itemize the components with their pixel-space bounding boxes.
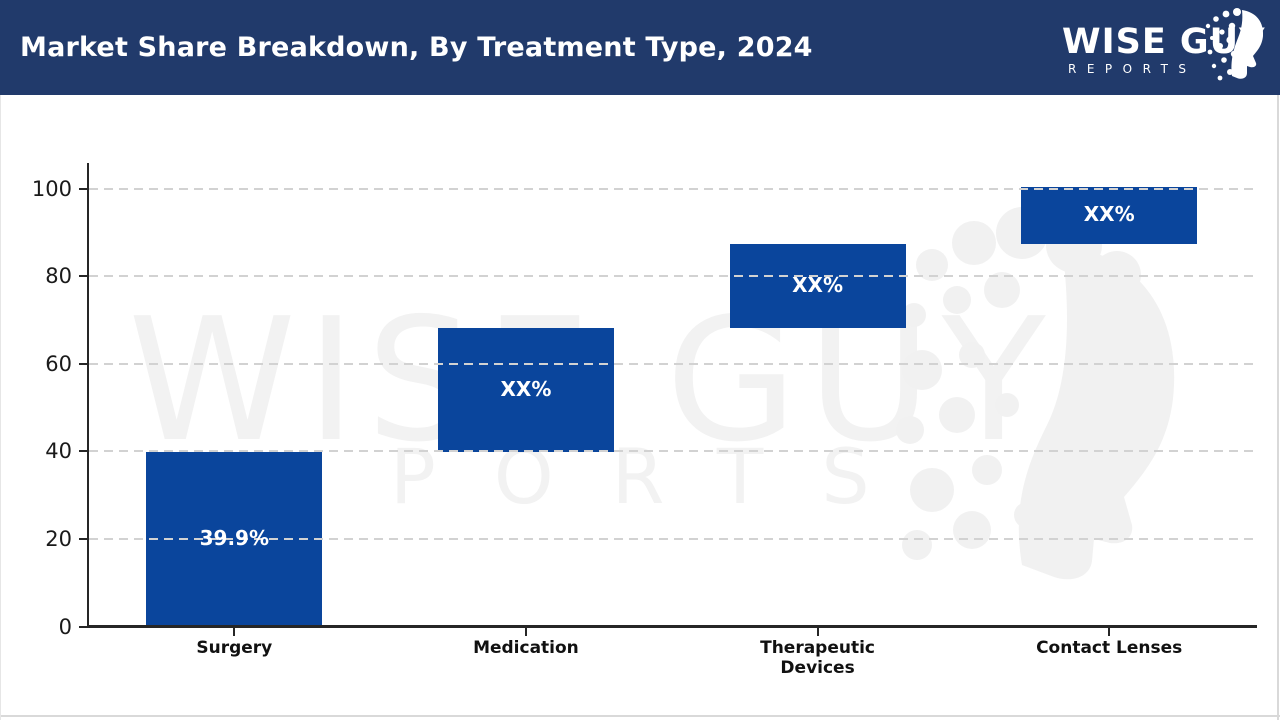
y-tick-mark bbox=[79, 362, 87, 365]
grid-line-100 bbox=[89, 187, 1255, 190]
y-tick-label: 80 bbox=[45, 264, 72, 289]
page-title: Market Share Breakdown, By Treatment Typ… bbox=[20, 32, 813, 63]
page-border-bottom bbox=[0, 715, 1280, 717]
y-tick-mark bbox=[79, 450, 87, 453]
bar-value-label: XX% bbox=[1083, 202, 1135, 227]
bar-2 bbox=[437, 327, 614, 452]
bar-value-label: XX% bbox=[792, 272, 843, 297]
y-tick-mark bbox=[79, 187, 87, 190]
x-tick-mark bbox=[233, 628, 236, 636]
y-tick-mark bbox=[79, 275, 87, 278]
x-category-label: Therapeutic Devices bbox=[760, 638, 876, 679]
x-axis-line bbox=[87, 625, 1257, 628]
header-bar: Market Share Breakdown, By Treatment Typ… bbox=[0, 0, 1280, 95]
x-category-label: Surgery bbox=[196, 638, 273, 658]
y-tick-label: 0 bbox=[58, 614, 72, 639]
y-tick-label: 100 bbox=[31, 176, 72, 201]
x-tick-mark bbox=[524, 628, 527, 636]
y-tick-label: 40 bbox=[45, 439, 72, 464]
y-axis-line bbox=[87, 163, 89, 627]
bar-4 bbox=[1021, 186, 1198, 244]
grid-line-40 bbox=[89, 450, 1255, 453]
y-tick-mark bbox=[79, 625, 87, 628]
y-tick-label: 60 bbox=[45, 351, 72, 376]
bar-value-label: 39.9% bbox=[199, 526, 269, 551]
brand-logo: WISE GUY REPORTS bbox=[1016, 6, 1266, 90]
bar-value-label: XX% bbox=[500, 376, 552, 401]
grid-line-60 bbox=[89, 362, 1255, 365]
page-border-left bbox=[0, 95, 1, 720]
x-tick-mark bbox=[1108, 628, 1111, 636]
grid-line-80 bbox=[89, 275, 1255, 278]
page-border-right bbox=[1277, 95, 1279, 720]
waterfall-chart: 39.9% Surgery XX% Medication XX% Therapeutic … bbox=[0, 95, 1280, 720]
bar-3 bbox=[729, 243, 906, 328]
logo-sub-text: REPORTS bbox=[1068, 62, 1197, 76]
y-tick-mark bbox=[79, 537, 87, 540]
logo-face-icon bbox=[1200, 8, 1266, 92]
x-category-label: Contact Lenses bbox=[1036, 638, 1183, 658]
x-tick-mark bbox=[816, 628, 819, 636]
y-tick-label: 20 bbox=[45, 526, 72, 551]
grid-line-20 bbox=[89, 537, 1255, 540]
x-category-label: Medication bbox=[473, 638, 579, 658]
